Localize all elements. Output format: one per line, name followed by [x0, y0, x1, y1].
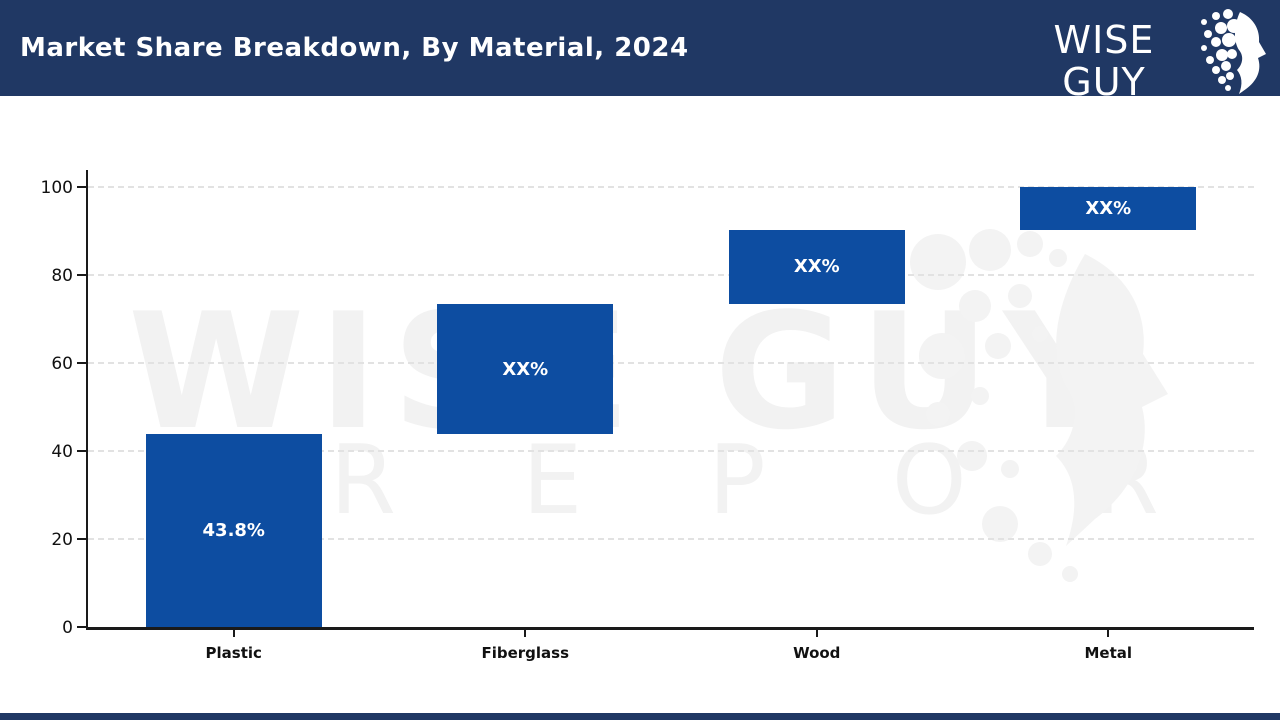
head-profile-icon	[1201, 9, 1266, 94]
y-tick-label-60: 60	[51, 354, 73, 374]
gridline-20	[88, 538, 1254, 540]
y-tick-label-20: 20	[51, 530, 73, 550]
bar-label-metal: XX%	[1085, 197, 1132, 219]
y-tick-label-0: 0	[62, 618, 73, 638]
x-label-fiberglass: Fiberglass	[481, 644, 570, 662]
y-tick-0	[77, 626, 86, 628]
bar-plastic: 43.8%	[145, 434, 322, 627]
wiseguy-logo: WISE GUY R E P O R T S	[1016, 6, 1266, 136]
logo-wordmark: WISE GUY	[1053, 18, 1155, 104]
gridline-40	[88, 450, 1254, 452]
gridline-80	[88, 274, 1254, 276]
plot-area: 0 20 40 60 80 100 43.8% Plastic XX% Fiberglass XX%…	[41, 170, 1254, 662]
bar-label-wood: XX%	[793, 256, 840, 278]
x-label-plastic: Plastic	[205, 644, 262, 662]
y-tick-20	[77, 538, 86, 540]
y-axis-spine	[86, 170, 88, 629]
x-tick-metal	[1107, 630, 1110, 637]
x-tick-wood	[815, 630, 818, 637]
gridline-60	[88, 362, 1254, 364]
x-axis-spine	[86, 627, 1254, 630]
wiseguy-logo-text: WISE GUY R E P O R T S	[1016, 18, 1192, 136]
chart-canvas: WISE GUY R E P O R T S 02040608010043.8%…	[0, 96, 1280, 713]
x-tick-plastic	[232, 630, 235, 637]
footer-bar	[0, 713, 1280, 720]
gridline-100	[88, 186, 1254, 188]
bar-fiberglass: XX%	[437, 304, 614, 435]
y-tick-40	[77, 450, 86, 452]
bar-label-fiberglass: XX%	[502, 358, 549, 380]
watermark-head-graphic	[910, 229, 1168, 582]
x-label-metal: Metal	[1084, 644, 1133, 662]
header-bar: Market Share Breakdown, By Material, 202…	[0, 0, 1280, 136]
x-tick-fiberglass	[524, 630, 527, 637]
logo-subtitle: R E P O R T S	[1030, 103, 1178, 136]
y-tick-label-40: 40	[51, 442, 73, 462]
page-title: Market Share Breakdown, By Material, 202…	[20, 33, 689, 63]
bar-label-plastic: 43.8%	[202, 520, 265, 542]
bar-metal: XX%	[1020, 187, 1197, 230]
bar-wood: XX%	[728, 229, 905, 305]
y-tick-80	[77, 274, 86, 276]
y-tick-label-100: 100	[40, 178, 73, 198]
y-tick-label-80: 80	[51, 266, 73, 286]
y-tick-100	[77, 186, 86, 188]
y-tick-60	[77, 362, 86, 364]
x-label-wood: Wood	[793, 644, 841, 662]
